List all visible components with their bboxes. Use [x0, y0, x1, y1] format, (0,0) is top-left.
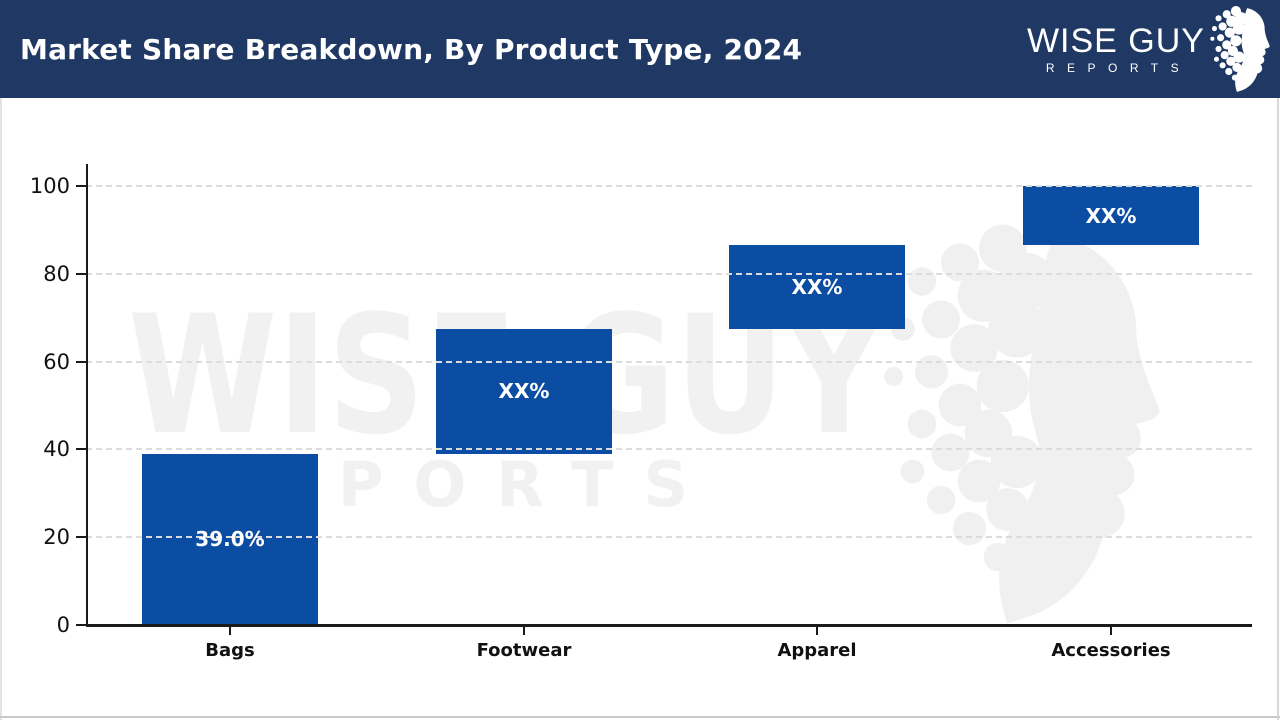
- x-tick-accessories: [1110, 627, 1112, 635]
- y-tick-60: [76, 360, 86, 363]
- x-tick-bags: [229, 627, 231, 635]
- bar-value-label-bags: 39.0%: [195, 527, 265, 552]
- wise-guy-logo: WISE GUY REPORTS: [1027, 0, 1272, 98]
- y-tick-label-0: 0: [56, 613, 70, 637]
- x-tick-apparel: [816, 627, 818, 635]
- category-label-footwear: Footwear: [476, 640, 572, 661]
- y-tick-label-40: 40: [43, 437, 70, 462]
- page-title: Market Share Breakdown, By Product Type,…: [20, 32, 803, 66]
- x-axis: [86, 624, 1252, 627]
- logo-wordmark: WISE GUY: [1026, 21, 1205, 60]
- gridline-20: [86, 536, 1252, 539]
- bar-value-label-accessories: XX%: [1085, 203, 1137, 228]
- right-edge-rule: [1277, 98, 1279, 720]
- x-tick-footwear: [523, 627, 525, 635]
- bar-value-label-footwear: XX%: [498, 379, 550, 404]
- bar-apparel: [729, 245, 905, 329]
- bar-footwear: [436, 328, 612, 454]
- logo-head-icon: [1210, 6, 1270, 92]
- bar-bags: [142, 453, 318, 625]
- category-label-bags: Bags: [205, 640, 255, 661]
- header-banner: Market Share Breakdown, By Product Type,…: [0, 0, 1280, 98]
- gridline-100: [86, 185, 1252, 187]
- y-tick-100: [76, 185, 86, 187]
- y-axis: [86, 164, 88, 627]
- y-tick-80: [76, 272, 86, 275]
- gridline-80: [86, 272, 1252, 275]
- bottom-rule: [0, 716, 1280, 718]
- bar-value-label-apparel: XX%: [791, 274, 843, 299]
- y-tick-label-100: 100: [29, 174, 70, 198]
- y-tick-label-80: 80: [43, 261, 70, 286]
- y-tick-label-20: 20: [43, 525, 70, 550]
- logo-reports: REPORTS: [1045, 60, 1192, 75]
- category-label-apparel: Apparel: [777, 640, 857, 661]
- category-label-accessories: Accessories: [1051, 640, 1171, 661]
- watermark-head-icon: [884, 224, 1160, 624]
- y-tick-label-60: 60: [43, 349, 70, 374]
- gridline-40: [86, 448, 1252, 451]
- logo-text: WISE GUY REPORTS: [1027, 24, 1205, 75]
- y-tick-0: [76, 624, 86, 626]
- y-tick-40: [76, 448, 86, 451]
- gridline-60: [86, 360, 1252, 363]
- y-tick-20: [76, 536, 86, 539]
- left-edge-rule: [0, 98, 2, 720]
